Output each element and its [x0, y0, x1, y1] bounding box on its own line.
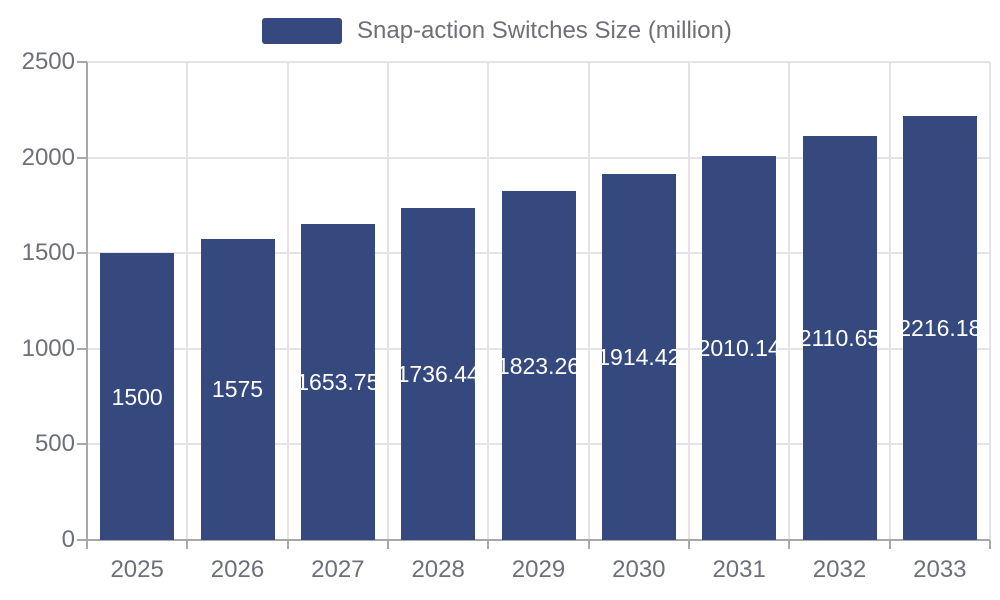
- x-axis-tick: [186, 540, 189, 549]
- bar-value-label: 2010.14: [697, 334, 781, 361]
- x-axis-label: 2027: [311, 556, 365, 583]
- x-axis-label: 2029: [511, 556, 566, 583]
- bar-2029[interactable]: [501, 191, 576, 540]
- bar-value-label: 1914.42: [597, 343, 681, 370]
- gridline-vertical: [989, 62, 991, 540]
- x-axis-line: [77, 539, 990, 541]
- y-axis-label: 2000: [21, 143, 75, 171]
- x-axis-tick: [587, 540, 590, 549]
- gridline-vertical: [587, 62, 590, 540]
- x-axis-tick: [989, 540, 991, 549]
- bar-value-label: 1500: [111, 383, 163, 410]
- gridline-vertical: [788, 62, 791, 540]
- gridline-vertical: [286, 62, 289, 540]
- x-axis-tick: [387, 540, 389, 549]
- x-axis-tick: [86, 540, 88, 549]
- x-axis-label: 2032: [812, 556, 867, 583]
- legend-label: Snap-action Switches Size (million): [357, 17, 732, 44]
- x-axis-tick: [286, 540, 289, 549]
- bar-value-label: 2110.65: [798, 325, 881, 352]
- bar-2032[interactable]: [802, 136, 877, 540]
- gridline-vertical: [186, 62, 189, 540]
- gridline-vertical: [387, 62, 389, 540]
- bar-2028[interactable]: [401, 207, 476, 540]
- x-axis-label: 2025: [110, 556, 164, 583]
- y-axis-tick: [77, 252, 87, 255]
- x-axis-label: 2028: [411, 556, 465, 583]
- y-axis-line: [86, 62, 88, 540]
- gridline-horizontal: [87, 156, 990, 159]
- y-axis-label: 1500: [21, 239, 75, 267]
- legend-swatch: [262, 18, 342, 44]
- y-axis-label: 500: [34, 430, 75, 458]
- legend-item[interactable]: Snap-action Switches Size (million): [262, 17, 732, 45]
- x-axis-label: 2030: [612, 556, 666, 583]
- y-axis-tick: [77, 347, 87, 350]
- y-axis-tick: [77, 156, 87, 159]
- gridline-vertical: [688, 62, 690, 540]
- bar-2030[interactable]: [601, 173, 676, 540]
- bar-2033[interactable]: [902, 116, 977, 540]
- bar-value-label: 1575: [211, 376, 264, 403]
- gridline-vertical: [487, 62, 490, 540]
- x-axis-label: 2031: [712, 556, 766, 583]
- y-axis-tick: [77, 443, 87, 446]
- x-axis-tick: [688, 540, 690, 549]
- y-axis-label: 2500: [21, 48, 75, 75]
- bar-value-label: 1823.26: [496, 352, 581, 379]
- bar-value-label: 1736.44: [396, 360, 480, 387]
- y-axis-label: 0: [61, 526, 75, 553]
- x-axis-label: 2033: [913, 556, 967, 583]
- bar-value-label: 1653.75: [296, 368, 380, 395]
- x-axis-tick: [788, 540, 791, 549]
- gridline-vertical: [888, 62, 891, 540]
- bar-2027[interactable]: [300, 223, 375, 540]
- bar-value-label: 2216.18: [898, 315, 982, 342]
- bar-2031[interactable]: [702, 155, 777, 540]
- gridline-horizontal: [87, 61, 990, 63]
- bar-2025[interactable]: [100, 253, 175, 540]
- bar-2026[interactable]: [200, 238, 275, 540]
- y-axis-label: 1000: [21, 334, 75, 362]
- x-axis-tick: [487, 540, 490, 549]
- x-axis-tick: [888, 540, 891, 549]
- y-axis-tick: [77, 61, 87, 63]
- x-axis-label: 2026: [210, 556, 265, 583]
